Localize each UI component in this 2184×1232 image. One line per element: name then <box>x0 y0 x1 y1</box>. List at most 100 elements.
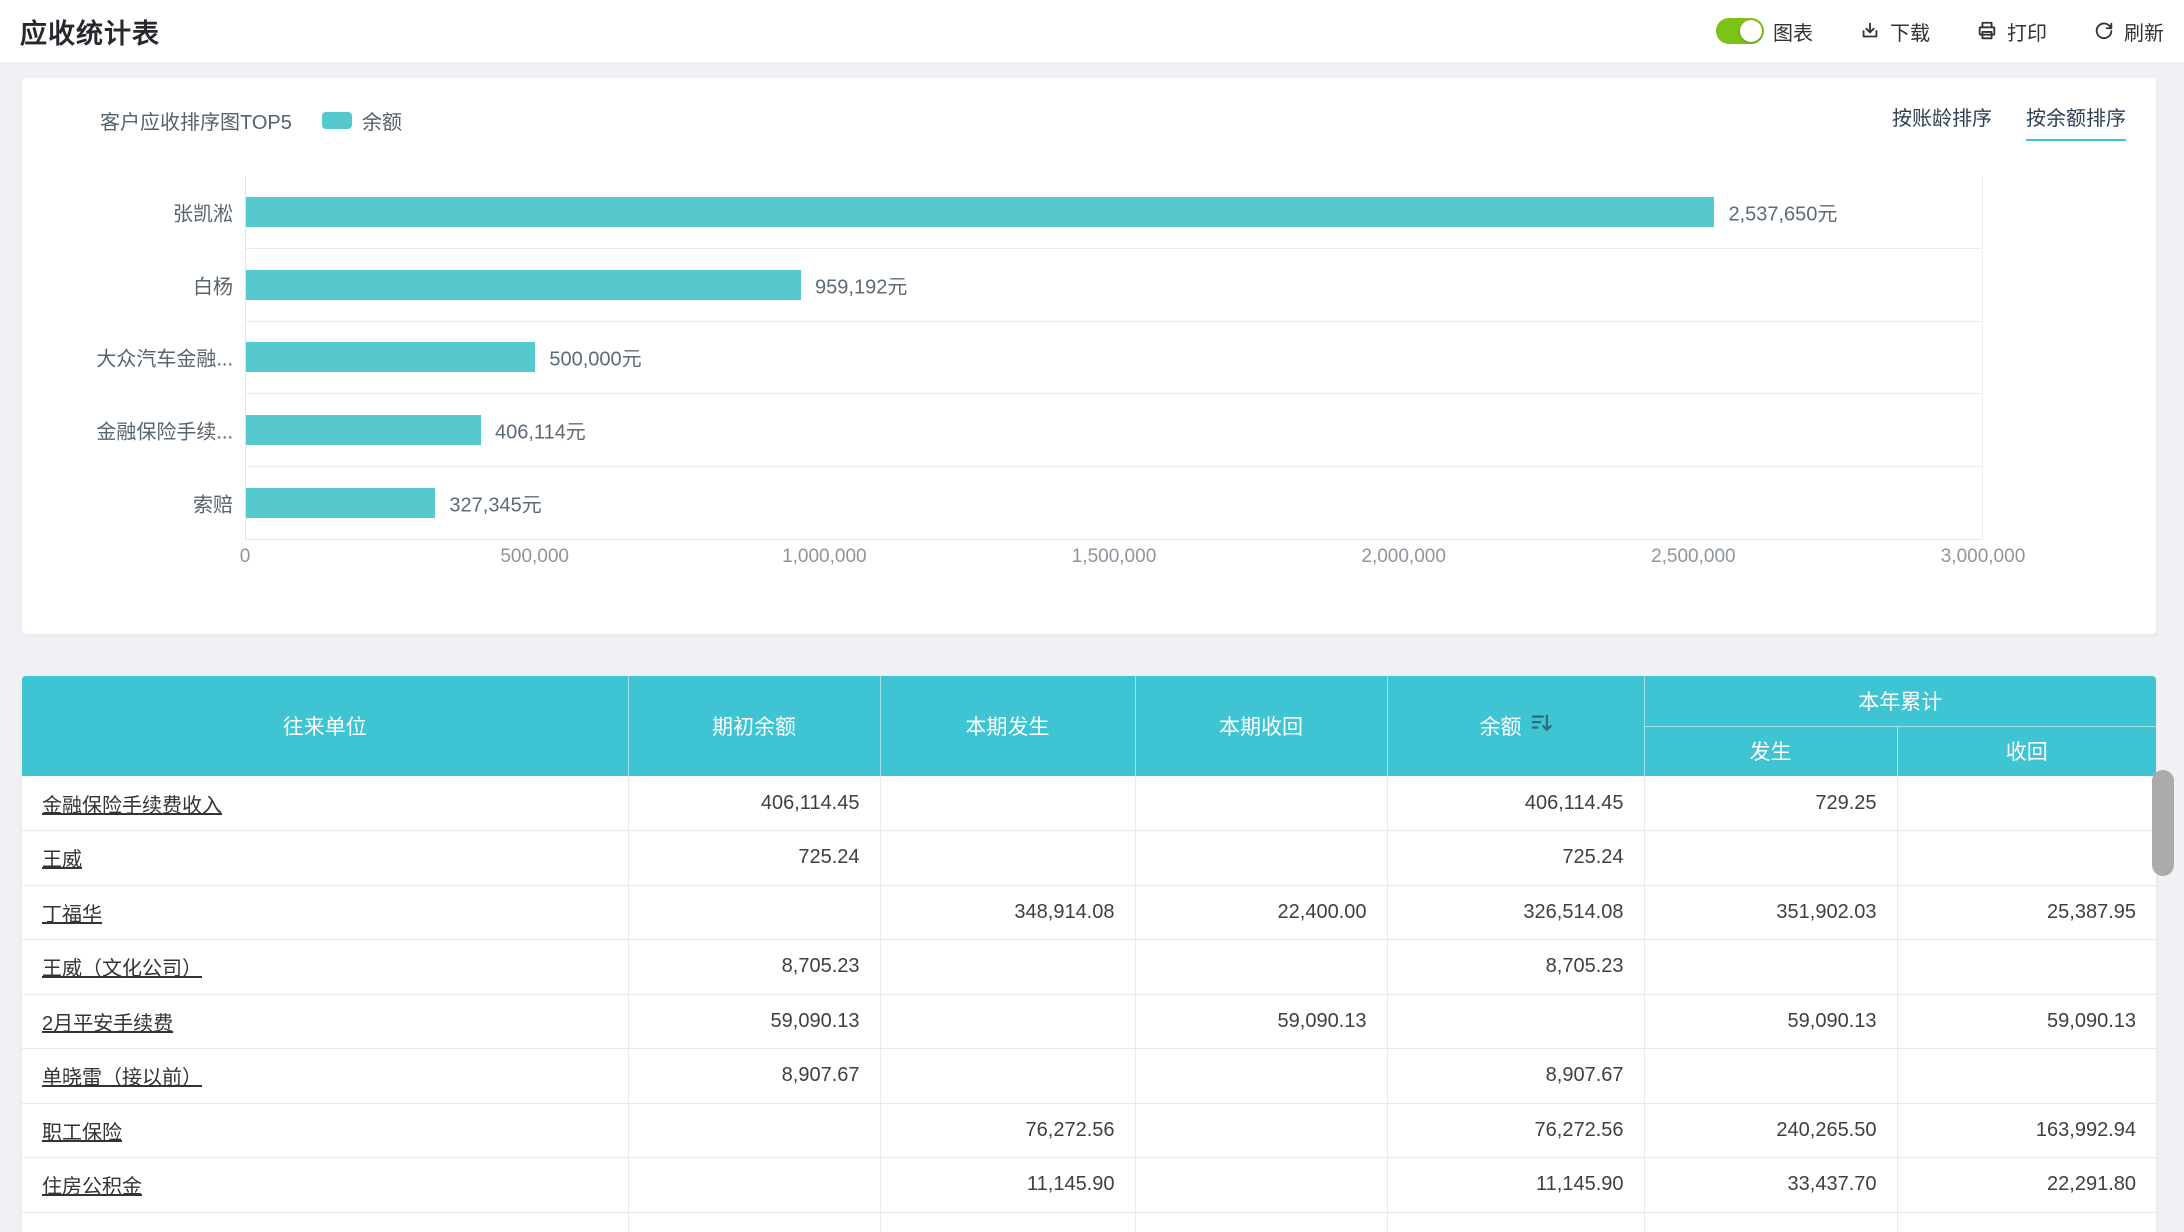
x-axis-tick-label: 2,500,000 <box>1651 546 1736 567</box>
cell-unit-name: 金融保险手续费收入 <box>22 776 629 831</box>
chart-plot: 张凯淞 2,537,650元 白杨 959,192元 大众汽车金融... 500,000元… <box>96 176 1983 540</box>
chart-x-axis: 0 500,000 1,000,000 1,500,000 2,000,000 2,500… <box>240 546 2026 572</box>
sort-descending-icon[interactable] <box>1530 713 1552 739</box>
vertical-scrollbar-thumb[interactable] <box>2152 770 2174 876</box>
cell-ytd-incurred: 33,437.70 <box>1644 1157 1898 1213</box>
x-axis-tick-label: 500,000 <box>500 546 569 567</box>
cell-ytd-recovered: 59,090.13 <box>1897 994 2156 1049</box>
col-header-ytd-incurred: 发生 <box>1644 726 1898 776</box>
chart-sort-tabs: 按账龄排序 按余额排序 <box>1892 102 2126 141</box>
top-bar: 应收统计表 图表 下载 打印 <box>0 0 2184 62</box>
page-title: 应收统计表 <box>20 18 160 49</box>
download-icon <box>1859 20 1881 42</box>
cell-current-recovered: 59,090.13 <box>1135 994 1388 1049</box>
cell-current-recovered <box>1135 830 1388 886</box>
download-button[interactable]: 下载 <box>1859 17 1930 46</box>
cell-ytd-incurred <box>1644 1048 1898 1104</box>
cell-current-incurred: 11,145.90 <box>880 1157 1136 1213</box>
table-row-partial <box>22 1212 2156 1232</box>
cell-opening: 8,907.67 <box>628 1048 881 1104</box>
chart-bar-value-label: 959,192元 <box>815 276 908 299</box>
legend-swatch-icon <box>322 112 352 129</box>
cell-empty <box>1387 1212 1645 1232</box>
cell-empty <box>1897 1212 2156 1232</box>
table-row: 王威 725.24 725.24 <box>22 830 2156 886</box>
customer-link[interactable]: 金融保险手续费收入 <box>42 794 222 817</box>
customer-link[interactable]: 2月平安手续费 <box>42 1012 174 1035</box>
chart-bar-row: 索赔 327,345元 <box>193 467 1982 540</box>
tab-sort-by-balance[interactable]: 按余额排序 <box>2026 102 2126 141</box>
col-header-ytd-group: 本年累计 <box>1644 676 2156 727</box>
customer-link[interactable]: 职工保险 <box>42 1121 122 1144</box>
chart-bar-value-label: 2,537,650元 <box>1728 203 1838 226</box>
chart-bar[interactable] <box>246 342 536 373</box>
cell-current-recovered <box>1135 1103 1388 1158</box>
chart-bar[interactable] <box>246 488 436 519</box>
table-row: 丁福华 348,914.08 22,400.00 326,514.08 351,902.… <box>22 885 2156 940</box>
cell-unit-name: 单晓雷（接以前） <box>22 1048 629 1104</box>
x-axis-tick-label: 1,500,000 <box>1071 546 1157 567</box>
cell-ytd-recovered: 25,387.95 <box>1897 885 2156 940</box>
cell-balance: 8,907.67 <box>1387 1048 1645 1104</box>
customer-link[interactable]: 住房公积金 <box>42 1176 142 1199</box>
chart-bar-value-label: 500,000元 <box>549 348 642 371</box>
chart-title: 客户应收排序图TOP5 <box>100 112 292 134</box>
cell-ytd-recovered <box>1897 1048 2156 1104</box>
chart-bar[interactable] <box>246 269 802 300</box>
chart-bar-row: 白杨 959,192元 <box>193 249 1982 322</box>
chart-bar[interactable] <box>246 415 481 446</box>
print-label: 打印 <box>2007 22 2047 45</box>
table-row: 金融保险手续费收入 406,114.45 406,114.45 729.25 <box>22 776 2156 831</box>
cell-opening: 725.24 <box>628 830 881 886</box>
x-axis-tick-label: 0 <box>239 546 251 567</box>
col-header-current-incurred: 本期发生 <box>880 676 1136 776</box>
cell-balance: 725.24 <box>1387 830 1645 886</box>
chart-category-label: 张凯淞 <box>173 203 233 226</box>
cell-balance <box>1387 994 1645 1049</box>
table-row: 单晓雷（接以前） 8,907.67 8,907.67 <box>22 1048 2156 1104</box>
col-header-current-recovered: 本期收回 <box>1135 676 1388 776</box>
table-row: 住房公积金 11,145.90 11,145.90 33,437.70 22,291.8… <box>22 1157 2156 1213</box>
customer-link[interactable]: 丁福华 <box>42 903 102 926</box>
cell-balance: 76,272.56 <box>1387 1103 1645 1158</box>
cell-unit-name: 丁福华 <box>22 885 629 940</box>
col-header-opening-balance: 期初余额 <box>628 676 881 776</box>
cell-balance: 8,705.23 <box>1387 939 1645 995</box>
chart-bar[interactable] <box>246 196 1715 227</box>
cell-unit-name: 住房公积金 <box>22 1157 629 1213</box>
chart-category-label: 白杨 <box>193 276 233 299</box>
cell-unit-name: 王威 <box>22 830 629 886</box>
cell-unit-name: 2月平安手续费 <box>22 994 629 1049</box>
legend-item-balance[interactable]: 余额 <box>322 106 402 135</box>
customer-link[interactable]: 单晓雷（接以前） <box>42 1067 202 1090</box>
toolbar: 图表 下载 打印 <box>1716 17 2164 46</box>
cell-current-recovered: 22,400.00 <box>1135 885 1388 940</box>
cell-current-recovered <box>1135 1048 1388 1104</box>
cell-empty <box>22 1212 629 1232</box>
table-row: 王威（文化公司） 8,705.23 8,705.23 <box>22 939 2156 995</box>
customer-link[interactable]: 王威（文化公司） <box>42 958 202 981</box>
cell-unit-name: 职工保险 <box>22 1103 629 1158</box>
cell-opening: 8,705.23 <box>628 939 881 995</box>
chart-bar-value-label: 327,345元 <box>449 494 542 517</box>
cell-empty <box>880 1212 1136 1232</box>
col-header-balance[interactable]: 余额 <box>1387 676 1645 776</box>
tab-sort-by-aging[interactable]: 按账龄排序 <box>1892 108 1992 130</box>
chart-toggle[interactable]: 图表 <box>1716 17 1813 46</box>
cell-current-incurred <box>880 830 1136 886</box>
download-label: 下载 <box>1890 22 1930 45</box>
printer-icon <box>1976 20 1998 42</box>
refresh-button[interactable]: 刷新 <box>2093 17 2164 46</box>
cell-current-incurred: 76,272.56 <box>880 1103 1136 1158</box>
customer-link[interactable]: 王威 <box>42 849 82 872</box>
chart-toggle-switch-icon[interactable] <box>1716 18 1764 44</box>
print-button[interactable]: 打印 <box>1976 17 2047 46</box>
x-axis-tick-label: 1,000,000 <box>782 546 867 567</box>
chart-header: 客户应收排序图TOP5 余额 按账龄排序 按余额排序 <box>22 102 2156 141</box>
cell-empty <box>628 1212 881 1232</box>
cell-current-incurred: 348,914.08 <box>880 885 1136 940</box>
chart-category-label: 金融保险手续... <box>96 421 233 444</box>
cell-empty <box>1135 1212 1388 1232</box>
cell-current-incurred <box>880 1048 1136 1104</box>
